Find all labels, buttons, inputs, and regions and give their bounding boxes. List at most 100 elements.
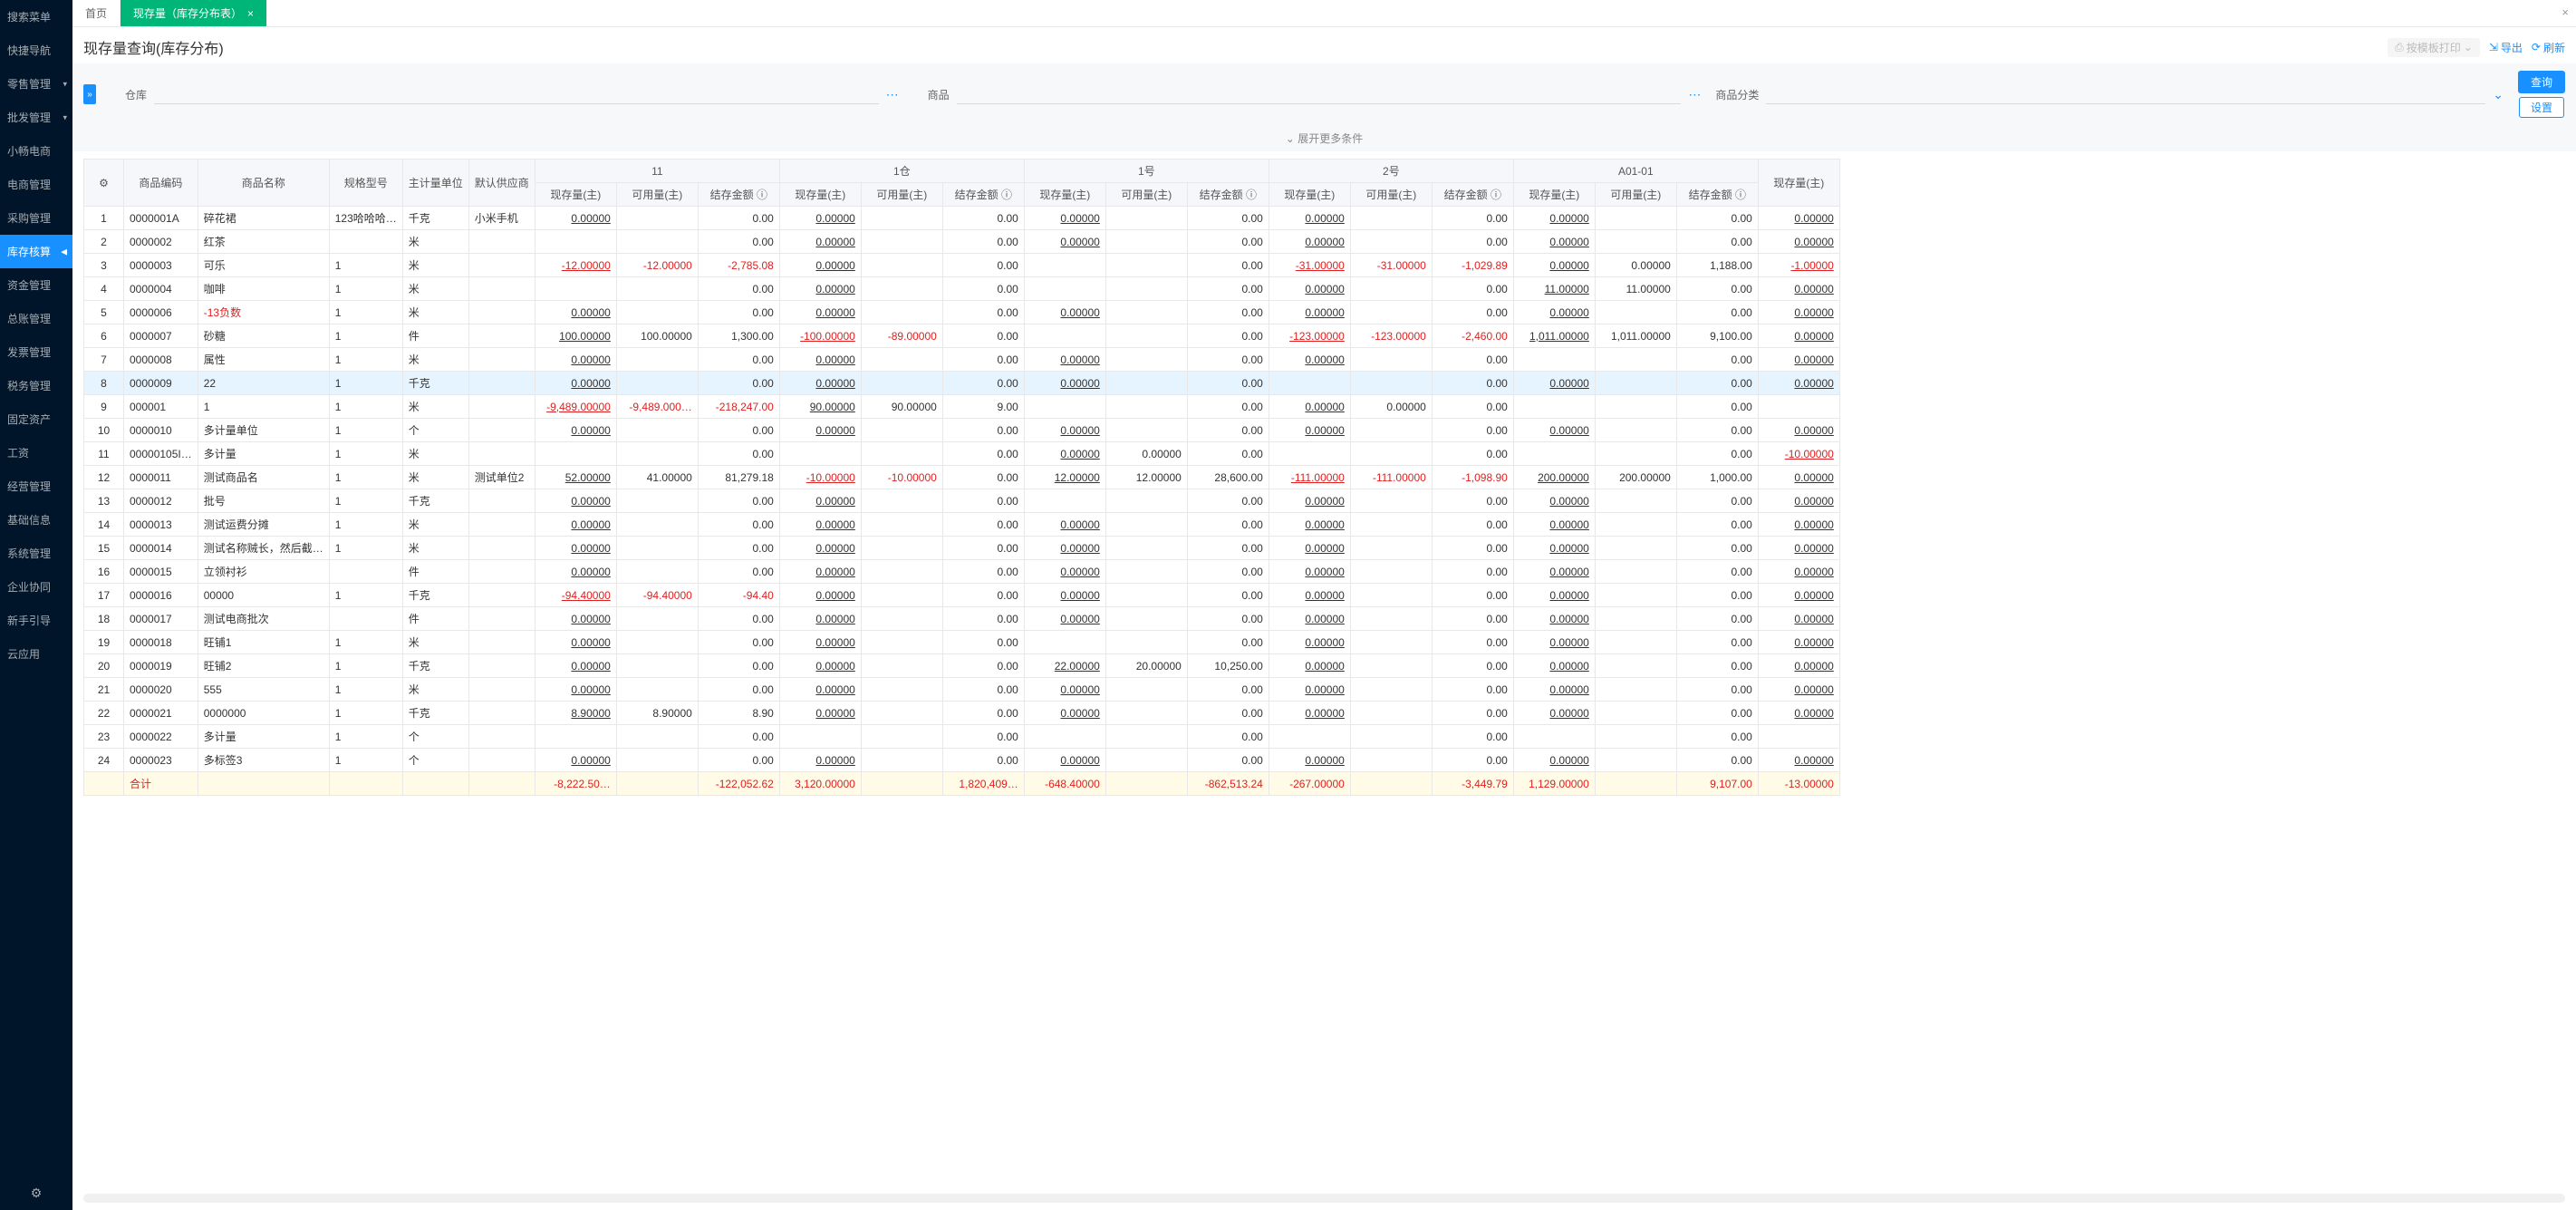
- cell-qty[interactable]: 0.00000: [535, 419, 616, 442]
- table-row[interactable]: 120000011测试商品名1米测试单位252.0000041.0000081,…: [84, 466, 1840, 489]
- cell-qty[interactable]: 0.00000: [779, 513, 861, 537]
- cell-next-qty[interactable]: 0.00000: [1758, 560, 1839, 584]
- cell-next-qty[interactable]: [1758, 395, 1839, 419]
- sidebar-item-19[interactable]: 云应用: [0, 637, 72, 671]
- cell-qty[interactable]: 0.00000: [779, 678, 861, 702]
- cell-qty[interactable]: 0.00000: [535, 654, 616, 678]
- cell-qty[interactable]: -100.00000: [779, 324, 861, 348]
- cell-next-qty[interactable]: 0.00000: [1758, 419, 1839, 442]
- cell-qty[interactable]: 0.00000: [535, 678, 616, 702]
- cell-qty[interactable]: 0.00000: [1024, 607, 1105, 631]
- table-row[interactable]: 130000012批号1千克0.000000.000.000000.000.00…: [84, 489, 1840, 513]
- cell-next-qty[interactable]: 0.00000: [1758, 513, 1839, 537]
- settings-gear-icon[interactable]: ⚙: [0, 1176, 72, 1210]
- query-button[interactable]: 查询: [2518, 71, 2565, 93]
- cell-qty[interactable]: [535, 277, 616, 301]
- table-row[interactable]: 1100000105I…多计量1米0.000.000.000000.000000…: [84, 442, 1840, 466]
- cell-qty[interactable]: -111.00000: [1269, 466, 1350, 489]
- table-row[interactable]: 160000015立领衬衫件0.000000.000.000000.000.00…: [84, 560, 1840, 584]
- sidebar-item-1[interactable]: 快捷导航: [0, 34, 72, 67]
- cell-qty[interactable]: 0.00000: [779, 348, 861, 372]
- cell-next-qty[interactable]: 0.00000: [1758, 277, 1839, 301]
- cell-qty[interactable]: [1269, 442, 1350, 466]
- cell-qty[interactable]: -10.00000: [779, 466, 861, 489]
- sidebar-item-9[interactable]: 总账管理: [0, 302, 72, 335]
- cell-qty[interactable]: 0.00000: [1269, 489, 1350, 513]
- cell-qty[interactable]: [1513, 725, 1595, 749]
- cell-qty[interactable]: 0.00000: [1269, 207, 1350, 230]
- sidebar-item-7[interactable]: 库存核算◀: [0, 235, 72, 268]
- sidebar-item-14[interactable]: 经营管理: [0, 469, 72, 503]
- cell-next-qty[interactable]: 0.00000: [1758, 749, 1839, 772]
- cell-qty[interactable]: 0.00000: [1024, 207, 1105, 230]
- cell-qty[interactable]: 0.00000: [779, 207, 861, 230]
- cell-qty[interactable]: 0.00000: [1269, 348, 1350, 372]
- cell-qty[interactable]: 0.00000: [535, 372, 616, 395]
- sidebar-item-15[interactable]: 基础信息: [0, 503, 72, 537]
- cell-qty[interactable]: 0.00000: [1024, 537, 1105, 560]
- cell-qty[interactable]: 0.00000: [1269, 631, 1350, 654]
- cell-qty[interactable]: 0.00000: [535, 513, 616, 537]
- cell-qty[interactable]: [1024, 277, 1105, 301]
- sidebar-item-6[interactable]: 采购管理: [0, 201, 72, 235]
- sidebar-item-11[interactable]: 税务管理: [0, 369, 72, 402]
- sidebar-item-18[interactable]: 新手引导: [0, 604, 72, 637]
- cell-next-qty[interactable]: -1.00000: [1758, 254, 1839, 277]
- cell-qty[interactable]: -123.00000: [1269, 324, 1350, 348]
- category-filter-input[interactable]: [1766, 84, 2485, 104]
- cell-qty[interactable]: [535, 230, 616, 254]
- table-row[interactable]: 240000023多标签31个0.000000.000.000000.000.0…: [84, 749, 1840, 772]
- cell-qty[interactable]: [1513, 348, 1595, 372]
- table-row[interactable]: 200000019旺铺21千克0.000000.000.000000.0022.…: [84, 654, 1840, 678]
- warehouse-filter-input[interactable]: [154, 84, 879, 104]
- cell-next-qty[interactable]: 0.00000: [1758, 301, 1839, 324]
- cell-next-qty[interactable]: 0.00000: [1758, 678, 1839, 702]
- cell-qty[interactable]: 0.00000: [779, 230, 861, 254]
- cell-qty[interactable]: [535, 725, 616, 749]
- table-row[interactable]: 180000017测试电商批次件0.000000.000.000000.000.…: [84, 607, 1840, 631]
- cell-qty[interactable]: [1024, 631, 1105, 654]
- cell-qty[interactable]: [1024, 725, 1105, 749]
- sidebar-item-16[interactable]: 系统管理: [0, 537, 72, 570]
- cell-qty[interactable]: [1024, 324, 1105, 348]
- cell-qty[interactable]: [1024, 254, 1105, 277]
- cell-next-qty[interactable]: 0.00000: [1758, 607, 1839, 631]
- cell-qty[interactable]: 0.00000: [779, 584, 861, 607]
- cell-next-qty[interactable]: 0.00000: [1758, 584, 1839, 607]
- table-row[interactable]: 100000010多计量单位1个0.000000.000.000000.000.…: [84, 419, 1840, 442]
- cell-qty[interactable]: [779, 725, 861, 749]
- cell-qty[interactable]: [1024, 395, 1105, 419]
- cell-qty[interactable]: 0.00000: [1024, 513, 1105, 537]
- table-row[interactable]: 60000007砂糖1件100.00000100.000001,300.00-1…: [84, 324, 1840, 348]
- cell-next-qty[interactable]: 0.00000: [1758, 230, 1839, 254]
- cell-qty[interactable]: 0.00000: [1269, 702, 1350, 725]
- cell-qty[interactable]: 0.00000: [1513, 654, 1595, 678]
- cell-qty[interactable]: 0.00000: [535, 489, 616, 513]
- cell-qty[interactable]: -9,489.00000: [535, 395, 616, 419]
- cell-qty[interactable]: 0.00000: [1024, 702, 1105, 725]
- cell-qty[interactable]: 0.00000: [1513, 254, 1595, 277]
- cell-qty[interactable]: 0.00000: [779, 489, 861, 513]
- product-picker-icon[interactable]: ⋯: [1688, 87, 1701, 102]
- cell-qty[interactable]: [1269, 725, 1350, 749]
- table-row[interactable]: 150000014测试名称贼长，然后截…1米0.000000.000.00000…: [84, 537, 1840, 560]
- cell-qty[interactable]: 0.00000: [1269, 607, 1350, 631]
- cell-qty[interactable]: 0.00000: [1269, 749, 1350, 772]
- cell-qty[interactable]: 0.00000: [779, 372, 861, 395]
- cell-qty[interactable]: 0.00000: [1513, 560, 1595, 584]
- cell-qty[interactable]: 0.00000: [1024, 230, 1105, 254]
- table-row[interactable]: 30000003可乐1米-12.00000-12.00000-2,785.080…: [84, 254, 1840, 277]
- cell-qty[interactable]: 0.00000: [779, 537, 861, 560]
- cell-qty[interactable]: 0.00000: [1269, 419, 1350, 442]
- cell-qty[interactable]: 0.00000: [1513, 419, 1595, 442]
- table-row[interactable]: 230000022多计量1个0.000.000.000.000.00: [84, 725, 1840, 749]
- cell-qty[interactable]: 0.00000: [1513, 749, 1595, 772]
- cell-qty[interactable]: 200.00000: [1513, 466, 1595, 489]
- cell-next-qty[interactable]: 0.00000: [1758, 537, 1839, 560]
- cell-qty[interactable]: 0.00000: [1024, 584, 1105, 607]
- warehouse-picker-icon[interactable]: ⋯: [886, 87, 899, 102]
- cell-qty[interactable]: 52.00000: [535, 466, 616, 489]
- cell-qty[interactable]: 0.00000: [1024, 348, 1105, 372]
- cell-qty[interactable]: 0.00000: [535, 537, 616, 560]
- cell-qty[interactable]: 0.00000: [1269, 230, 1350, 254]
